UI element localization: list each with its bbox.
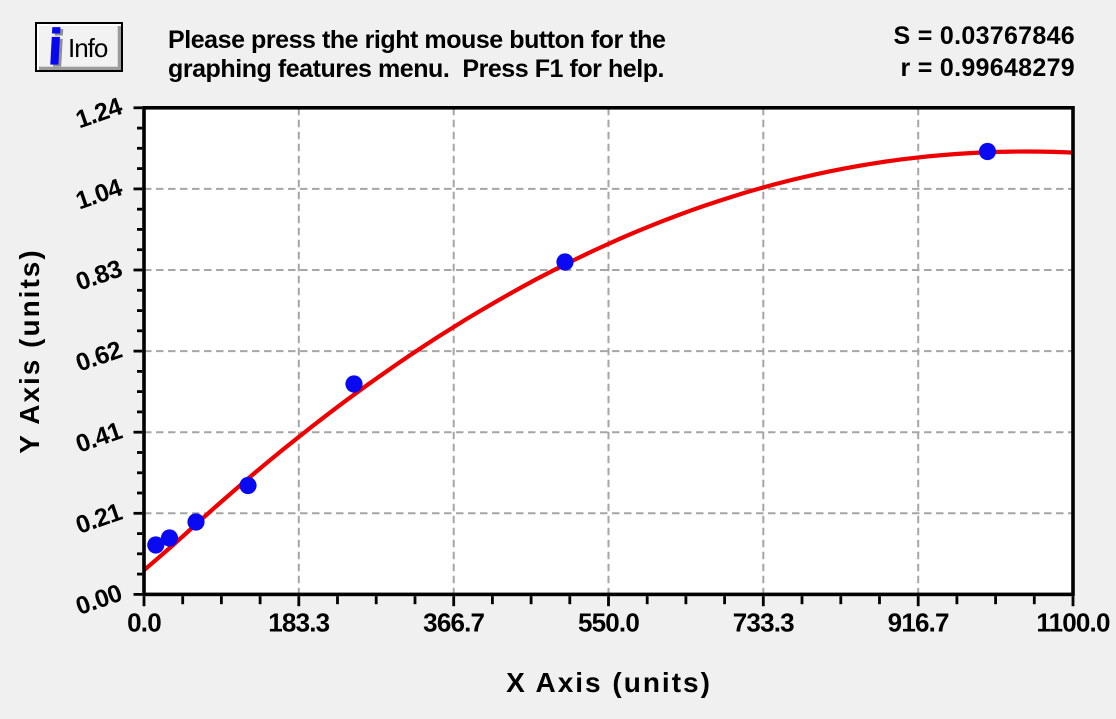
svg-text:1.04: 1.04 <box>72 173 126 215</box>
svg-text:0.00: 0.00 <box>72 579 125 621</box>
svg-text:0.21: 0.21 <box>72 498 126 540</box>
svg-text:366.7: 366.7 <box>423 608 484 638</box>
svg-text:0.0: 0.0 <box>127 608 161 638</box>
svg-text:0.62: 0.62 <box>72 336 125 378</box>
svg-text:550.0: 550.0 <box>578 608 639 638</box>
svg-text:733.3: 733.3 <box>733 608 794 638</box>
svg-text:X Axis (units): X Axis (units) <box>506 667 712 698</box>
svg-text:0.41: 0.41 <box>72 417 126 459</box>
svg-text:916.7: 916.7 <box>888 608 949 638</box>
svg-text:Y Axis (units): Y Axis (units) <box>14 248 45 453</box>
svg-text:0.83: 0.83 <box>72 255 125 297</box>
svg-text:1100.0: 1100.0 <box>1036 608 1110 638</box>
svg-text:183.3: 183.3 <box>268 608 329 638</box>
svg-text:1.24: 1.24 <box>72 92 126 134</box>
